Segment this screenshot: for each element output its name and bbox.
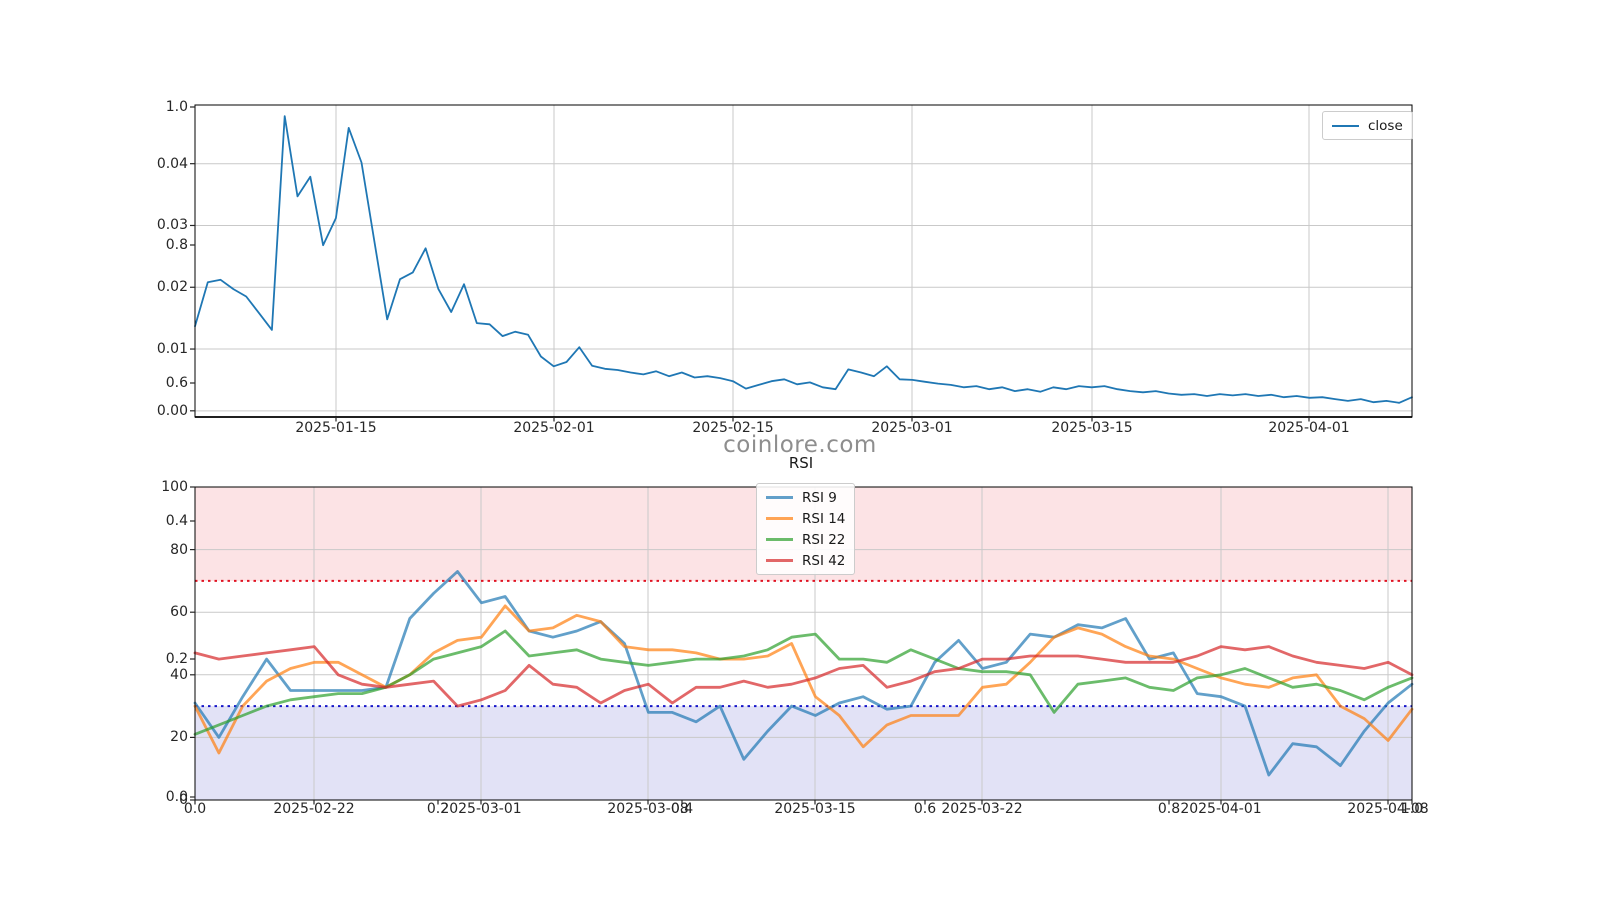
rsi-y-tick-label: 60 — [170, 604, 188, 621]
rsi-y-tick-label: 80 — [170, 541, 188, 558]
price-x-tick-label: 2025-01-15 — [295, 420, 377, 436]
price-legend[interactable]: close — [1322, 111, 1413, 140]
price-y-tick-label: 0.00 — [156, 402, 188, 419]
close-line-swatch — [1332, 124, 1359, 127]
background-x-tick-label: 0.6 — [913, 801, 937, 817]
legend-item-rsi14: RSI 14 — [766, 508, 845, 529]
watermark: coinlore.com — [723, 432, 877, 458]
background-y-tick-label: 0.8 — [165, 237, 188, 253]
price-x-tick-label: 2025-02-01 — [513, 420, 595, 436]
background-y-tick-label: 0.2 — [165, 651, 188, 667]
background-y-tick-label: 1.0 — [165, 99, 188, 115]
rsi-x-tick-label: 2025-03-08 — [607, 801, 689, 817]
legend-label: close — [1368, 117, 1403, 134]
rsi-pane-title: RSI — [788, 454, 814, 472]
rsi14-line-swatch — [766, 517, 793, 520]
background-x-tick-label: 0.2 — [426, 801, 450, 817]
background-x-tick-label: 1.0 — [1400, 801, 1424, 817]
legend-label: RSI 22 — [802, 531, 846, 548]
price-x-tick-label: 2025-04-01 — [1268, 420, 1350, 436]
legend-item-rsi42: RSI 42 — [766, 550, 845, 571]
price-y-tick-label: 0.01 — [156, 341, 188, 358]
price-x-tick-label: 2025-02-15 — [692, 420, 774, 436]
background-x-tick-label: 0.4 — [670, 801, 694, 817]
rsi-x-tick-label: 2025-03-22 — [941, 801, 1023, 817]
legend-item-rsi22: RSI 22 — [766, 529, 845, 550]
background-y-tick-label: 0.4 — [165, 513, 188, 529]
legend-label: RSI 9 — [802, 489, 837, 506]
rsi-x-tick-label: 2025-03-15 — [774, 801, 856, 817]
price-y-tick-label: 0.02 — [156, 279, 188, 296]
rsi-x-tick-label: 2025-03-01 — [440, 801, 522, 817]
price-x-tick-label: 2025-03-01 — [871, 420, 953, 436]
rsi-y-tick-label: 0 — [179, 792, 188, 808]
legend-label: RSI 14 — [802, 510, 846, 527]
rsi-x-tick-label: 2025-04-08 — [1347, 801, 1429, 817]
rsi-y-tick-label: 100 — [161, 479, 188, 495]
background-y-tick-label: 0.0 — [165, 789, 188, 805]
rsi-y-tick-label: 20 — [170, 729, 188, 746]
price-y-tick-label: 0.03 — [156, 217, 188, 234]
rsi9-line-swatch — [766, 496, 793, 499]
rsi22-line-swatch — [766, 538, 793, 541]
price-y-tick-label: 0.04 — [156, 155, 188, 172]
background-x-tick-label: 0.8 — [1157, 801, 1181, 817]
legend-label: RSI 42 — [802, 552, 846, 569]
background-x-tick-label: 0.0 — [183, 801, 207, 817]
legend-item-close: close — [1332, 115, 1403, 136]
background-y-tick-label: 0.6 — [165, 375, 188, 391]
rsi-x-tick-label: 2025-02-22 — [273, 801, 355, 817]
rsi-legend[interactable]: RSI 9 RSI 14 RSI 22 RSI 42 — [756, 483, 856, 575]
legend-item-rsi9: RSI 9 — [766, 487, 845, 508]
rsi-y-tick-label: 40 — [170, 666, 188, 683]
rsi42-line-swatch — [766, 559, 793, 562]
price-x-tick-label: 2025-03-15 — [1051, 420, 1133, 436]
rsi-x-tick-label: 2025-04-01 — [1180, 801, 1262, 817]
